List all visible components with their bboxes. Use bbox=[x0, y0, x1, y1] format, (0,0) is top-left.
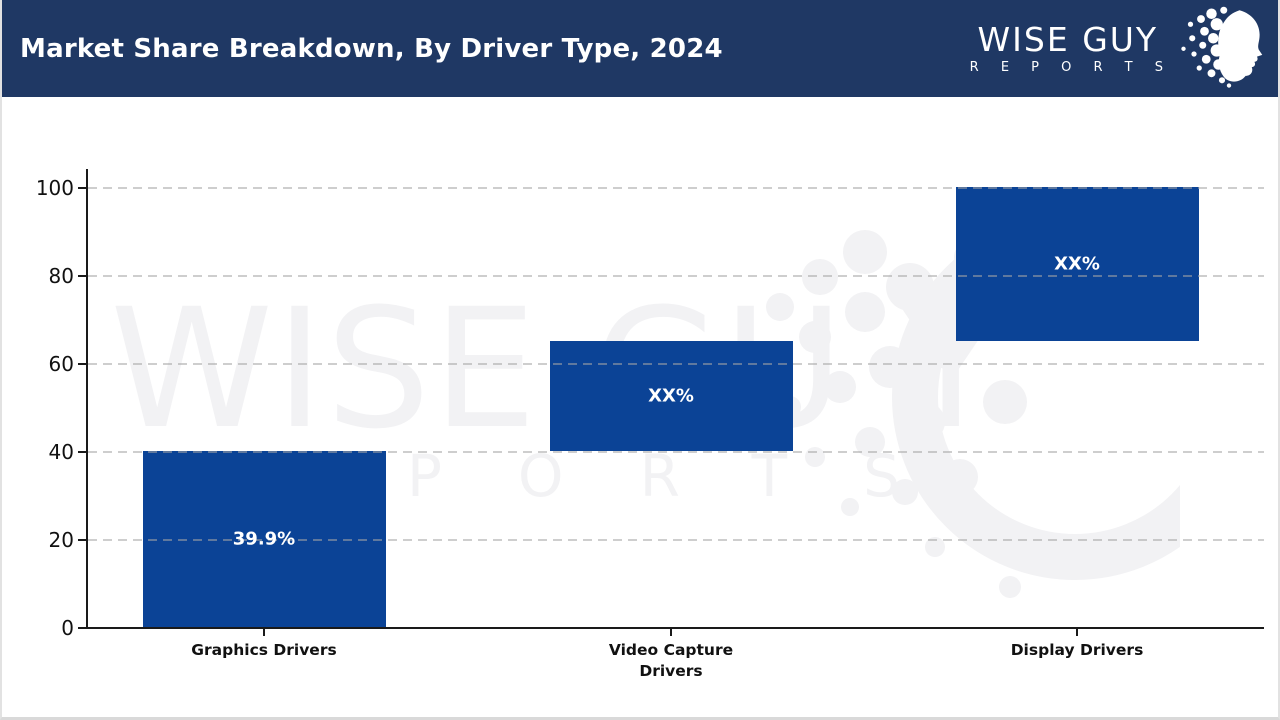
waterfall-chart: WISE GU Y REPORTS 02040608010039.9%Graph… bbox=[0, 97, 1280, 717]
brand-wordmark: WISE GUY R E P O R T S bbox=[964, 23, 1172, 74]
y-tick-mark bbox=[78, 451, 86, 453]
x-tick-mark bbox=[670, 627, 672, 636]
y-tick-label: 100 bbox=[35, 176, 74, 200]
page-title: Market Share Breakdown, By Driver Type, … bbox=[20, 33, 723, 64]
y-tick-mark bbox=[78, 187, 86, 189]
gridline bbox=[88, 275, 1264, 277]
y-tick-mark bbox=[78, 627, 86, 629]
brand-logo: WISE GUY R E P O R T S bbox=[964, 5, 1266, 93]
header-bar: Market Share Breakdown, By Driver Type, … bbox=[0, 0, 1280, 97]
y-tick-mark bbox=[78, 275, 86, 277]
x-category-label: Display Drivers bbox=[1010, 641, 1144, 659]
y-tick-mark bbox=[78, 539, 86, 541]
y-axis-line bbox=[86, 169, 88, 627]
gridline bbox=[88, 187, 1264, 189]
y-tick-mark bbox=[78, 363, 86, 365]
bar bbox=[549, 341, 793, 451]
y-tick-label: 60 bbox=[48, 352, 74, 376]
bar-value-label: XX% bbox=[648, 385, 694, 407]
gridline bbox=[88, 363, 1264, 365]
brand-name: WISE GUY bbox=[977, 20, 1159, 59]
gridline bbox=[88, 539, 1264, 541]
y-tick-label: 80 bbox=[48, 264, 74, 288]
gridline bbox=[88, 451, 1264, 453]
x-tick-mark bbox=[263, 627, 265, 636]
bar bbox=[955, 187, 1199, 341]
bar-value-label: XX% bbox=[1054, 253, 1100, 275]
face-profile-icon bbox=[1178, 5, 1266, 93]
brand-subtitle: R E P O R T S bbox=[969, 60, 1172, 75]
bar-value-label: 39.9% bbox=[232, 528, 296, 550]
y-tick-label: 40 bbox=[48, 440, 74, 464]
y-tick-label: 20 bbox=[48, 528, 74, 552]
y-tick-label: 0 bbox=[61, 616, 74, 640]
x-category-label: Graphics Drivers bbox=[191, 641, 337, 659]
x-tick-mark bbox=[1076, 627, 1078, 636]
x-category-label: Video Capture Drivers bbox=[608, 641, 734, 680]
x-axis-line bbox=[86, 627, 1264, 629]
